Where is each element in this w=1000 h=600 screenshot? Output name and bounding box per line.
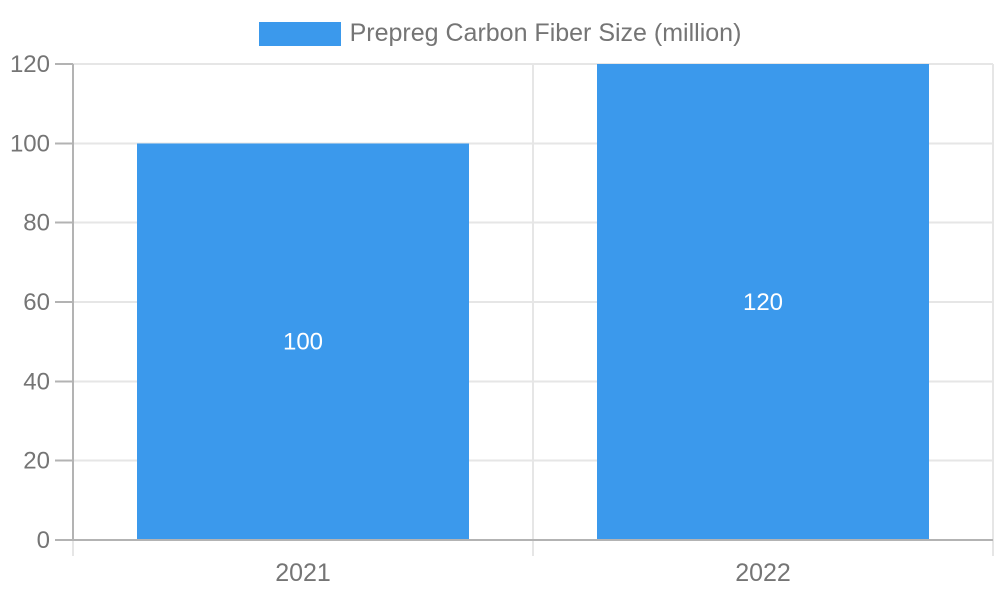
legend-swatch [258,21,341,46]
bar [137,143,469,541]
x-category-label: 2021 [275,559,331,587]
y-tick-label: 0 [37,527,50,554]
bar-value-label: 120 [743,289,783,316]
x-category-label: 2022 [735,559,791,587]
y-tick-label: 100 [10,130,50,157]
y-tick-label: 120 [10,51,50,78]
y-tick-label: 80 [23,210,50,237]
bar [597,64,929,540]
y-tick-label: 60 [23,289,50,316]
legend[interactable]: Prepreg Carbon Fiber Size (million) [0,21,1000,46]
bar-value-label: 100 [283,329,323,356]
y-tick-label: 40 [23,368,50,395]
y-tick-label: 20 [23,448,50,475]
legend-label: Prepreg Carbon Fiber Size (million) [349,19,742,47]
